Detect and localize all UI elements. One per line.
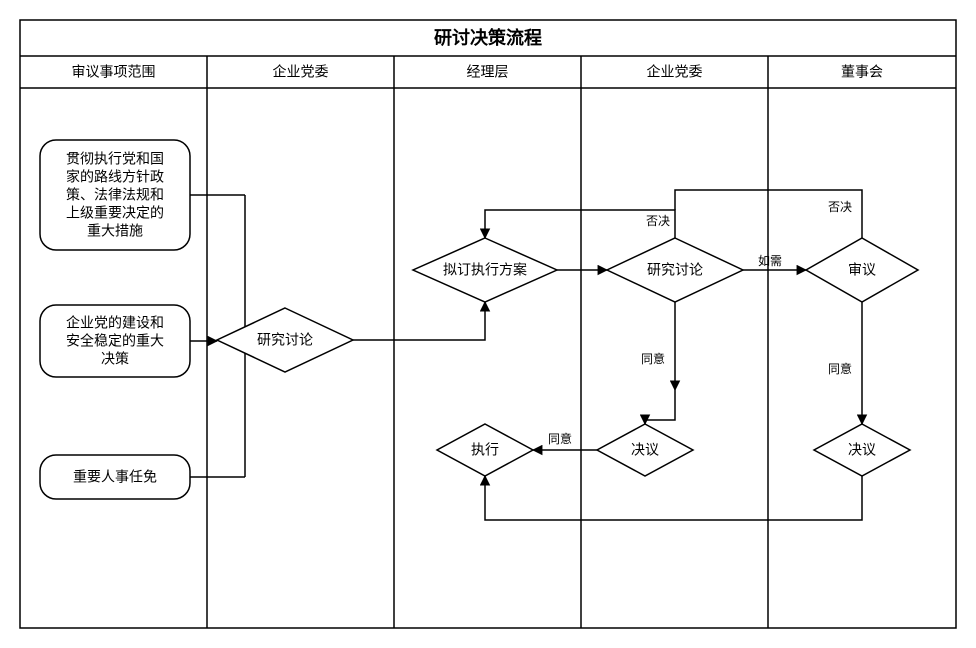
edge-label: 否决: [646, 214, 670, 228]
connector: [485, 476, 862, 520]
labels-layer: 否决如需否决同意同意同意: [548, 200, 852, 446]
scope-text: 重大措施: [87, 223, 143, 239]
diamond-label: 研究讨论: [257, 332, 313, 348]
scope-text: 重要人事任免: [73, 469, 157, 485]
edge-label: 同意: [828, 361, 852, 376]
flowchart-svg: 研讨决策流程审议事项范围 企业党委 经理层 企业党委 董事会 贯彻执行党和国家的路线方针…: [0, 0, 976, 648]
scope-text: 策、法律法规和: [66, 187, 164, 203]
diamond-label: 决议: [631, 442, 659, 458]
edge-label: 同意: [548, 431, 572, 446]
column-header: 董事会: [841, 64, 883, 80]
scope-text: 决策: [101, 351, 129, 367]
column-header: 审议事项范围: [72, 64, 156, 80]
scope-text: 贯彻执行党和国: [66, 151, 164, 167]
diamond-label: 审议: [848, 262, 876, 278]
connector: [353, 302, 485, 340]
diamond-label: 拟订执行方案: [443, 262, 527, 278]
scope-text: 上级重要决定的: [66, 205, 164, 221]
scope-text: 家的路线方针政: [66, 169, 164, 185]
flowchart-stage: 研讨决策流程审议事项范围 企业党委 经理层 企业党委 董事会 贯彻执行党和国家的路线方针…: [0, 0, 976, 648]
scope-text: 企业党的建设和: [66, 315, 164, 331]
diamond-label: 决议: [848, 442, 876, 458]
column-header: 企业党委: [647, 64, 703, 80]
edge-label: 否决: [828, 200, 852, 214]
scope-text: 安全稳定的重大: [66, 333, 164, 349]
column-header: 经理层: [467, 64, 509, 80]
chart-title: 研讨决策流程: [434, 27, 542, 48]
diamond-label: 执行: [471, 442, 499, 458]
connector: [645, 390, 675, 424]
edge-label: 如需: [758, 253, 782, 268]
scopes-layer: 贯彻执行党和国家的路线方针政策、法律法规和上级重要决定的重大措施企业党的建设和安…: [40, 140, 190, 499]
diamond-label: 研究讨论: [647, 262, 703, 278]
column-header: 企业党委: [273, 64, 329, 80]
edge-label: 同意: [641, 351, 665, 366]
